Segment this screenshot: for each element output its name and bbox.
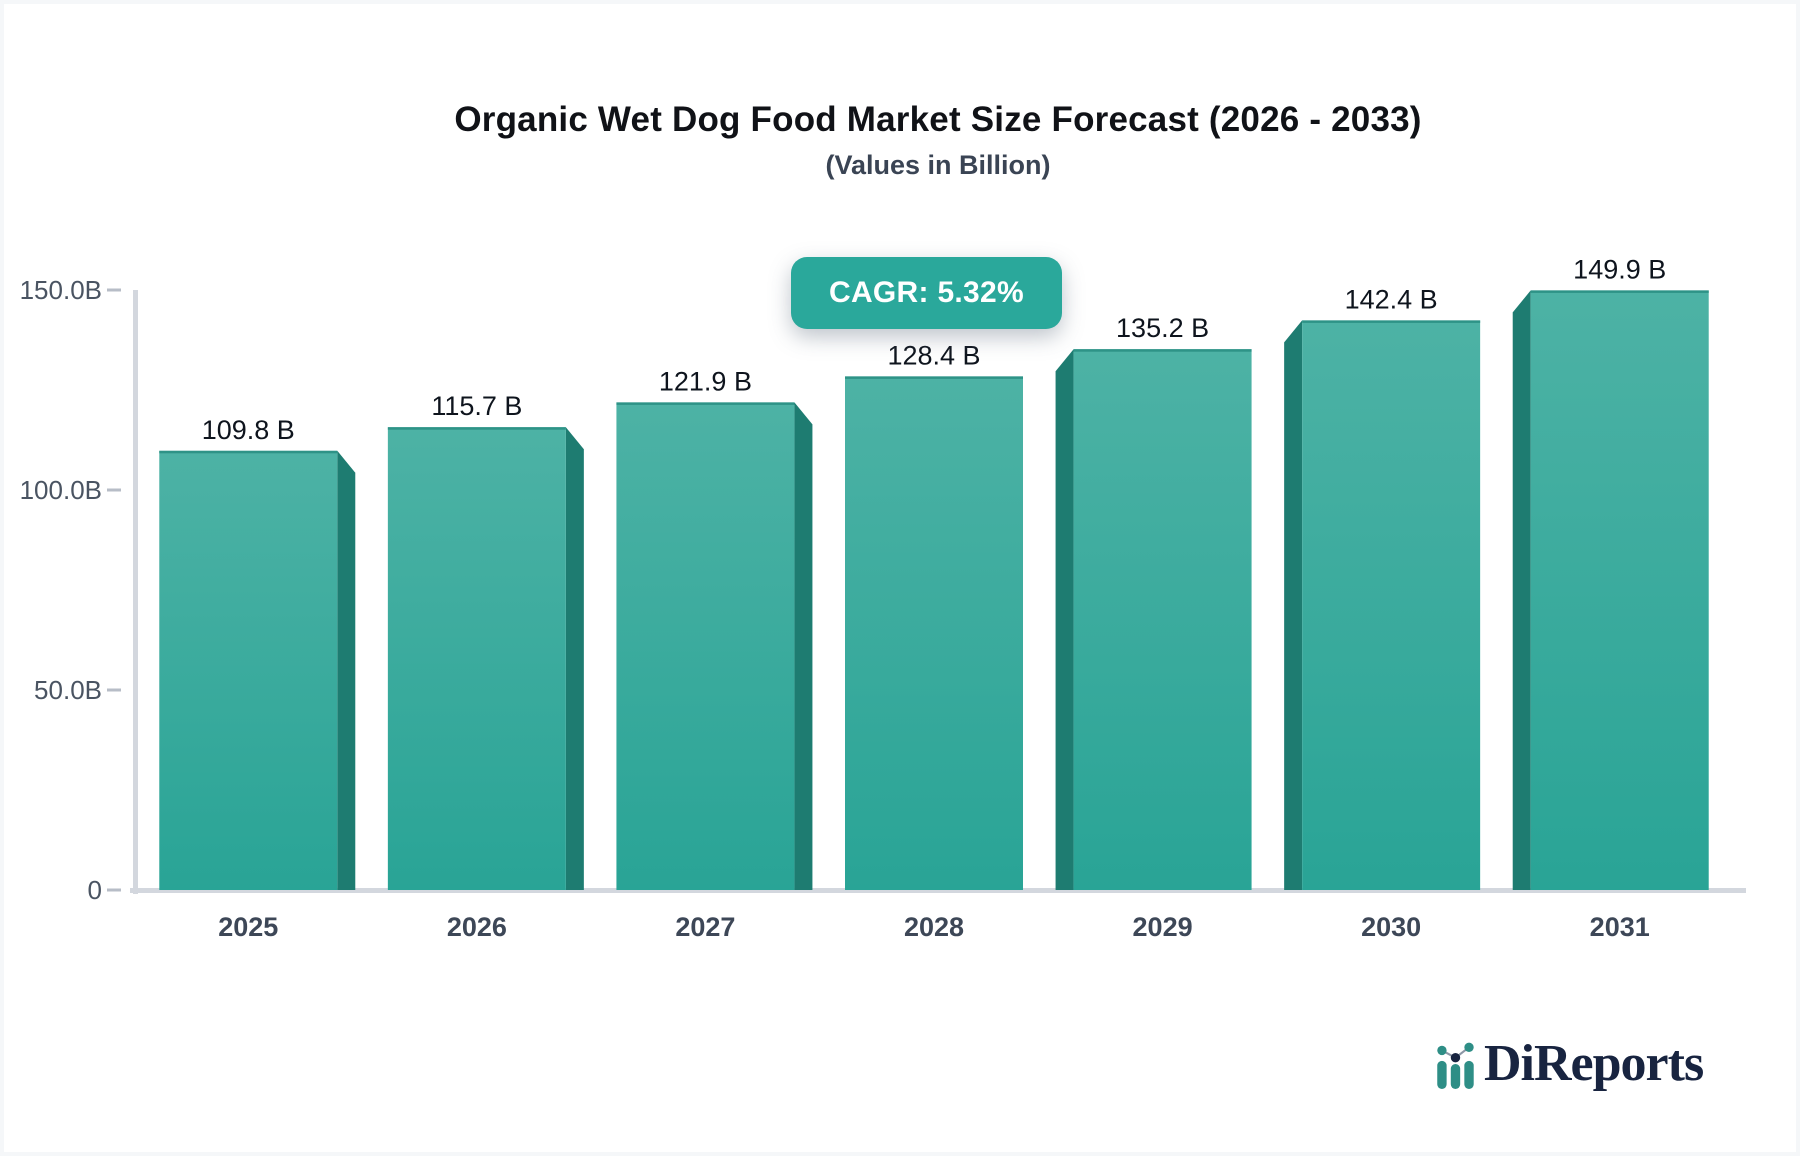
bar-2025 — [159, 450, 338, 890]
bar-side-2027 — [794, 402, 813, 890]
bar-value-label-2028: 128.4 B — [887, 340, 980, 370]
y-tick-mark-0 — [107, 888, 121, 892]
x-axis-label-2027: 2027 — [675, 912, 735, 942]
bar-top-edge-2030 — [1302, 320, 1481, 323]
x-axis-label-2029: 2029 — [1133, 912, 1193, 942]
bar-2027 — [616, 402, 795, 890]
bar-2029 — [1073, 349, 1252, 890]
y-tick-mark-150 — [107, 288, 121, 292]
cagr-badge: CAGR: 5.32% — [791, 257, 1062, 329]
bar-value-label-2027: 121.9 B — [659, 366, 752, 396]
bar-side-2026 — [565, 427, 584, 890]
y-tick-label-100: 100.0B — [20, 475, 102, 505]
chart-subtitle: (Values in Billion) — [825, 150, 1051, 180]
bar-top-edge-2031 — [1530, 290, 1709, 293]
bar-value-label-2026: 115.7 B — [431, 391, 522, 421]
brand-logo-text: DiReports — [1484, 1035, 1704, 1092]
bar-side-2025 — [337, 450, 356, 890]
bar-value-label-2025: 109.8 B — [202, 415, 295, 445]
bar-side-2031 — [1512, 290, 1531, 890]
chart-title: Organic Wet Dog Food Market Size Forecas… — [454, 100, 1422, 139]
bar-2026 — [387, 427, 566, 890]
bar-top-edge-2029 — [1073, 349, 1252, 352]
bar-top-edge-2027 — [616, 402, 795, 405]
bar-side-2030 — [1284, 320, 1303, 890]
bar-2030 — [1302, 320, 1481, 890]
y-axis-line — [133, 290, 138, 894]
y-tick-mark-50 — [107, 688, 121, 692]
bar-top-edge-2025 — [159, 450, 338, 454]
bar-chart-canvas: 0 50.0B 100.0B 150.0B 109.8 B 2025 115.7 B 2026… — [20, 254, 1746, 942]
x-axis-label-2028: 2028 — [904, 912, 964, 942]
x-axis-label-2030: 2030 — [1361, 912, 1421, 942]
brand-logo: DiReports — [1434, 1035, 1704, 1092]
bar-2028 — [845, 376, 1023, 890]
y-tick-label-50: 50.0B — [34, 675, 102, 705]
y-tick-label-0: 0 — [88, 875, 102, 905]
bar-value-label-2031: 149.9 B — [1573, 254, 1666, 284]
bar-side-2029 — [1055, 349, 1074, 890]
bar-top-edge-2026 — [387, 427, 566, 430]
header: Organic Wet Dog Food Market Size Forecas… — [72, 4, 1796, 181]
bar-2031 — [1530, 290, 1709, 890]
y-tick-mark-100 — [107, 488, 121, 492]
x-axis-label-2031: 2031 — [1590, 912, 1650, 942]
bar-line-chart-icon — [1437, 1042, 1474, 1089]
x-axis-label-2026: 2026 — [447, 912, 507, 942]
x-axis-line — [130, 888, 1746, 893]
bar-value-label-2030: 142.4 B — [1345, 284, 1438, 314]
bar-top-edge-2028 — [845, 376, 1023, 379]
bar-value-label-2029: 135.2 B — [1116, 313, 1209, 343]
x-axis-label-2025: 2025 — [218, 912, 278, 942]
y-tick-label-150: 150.0B — [20, 275, 102, 305]
